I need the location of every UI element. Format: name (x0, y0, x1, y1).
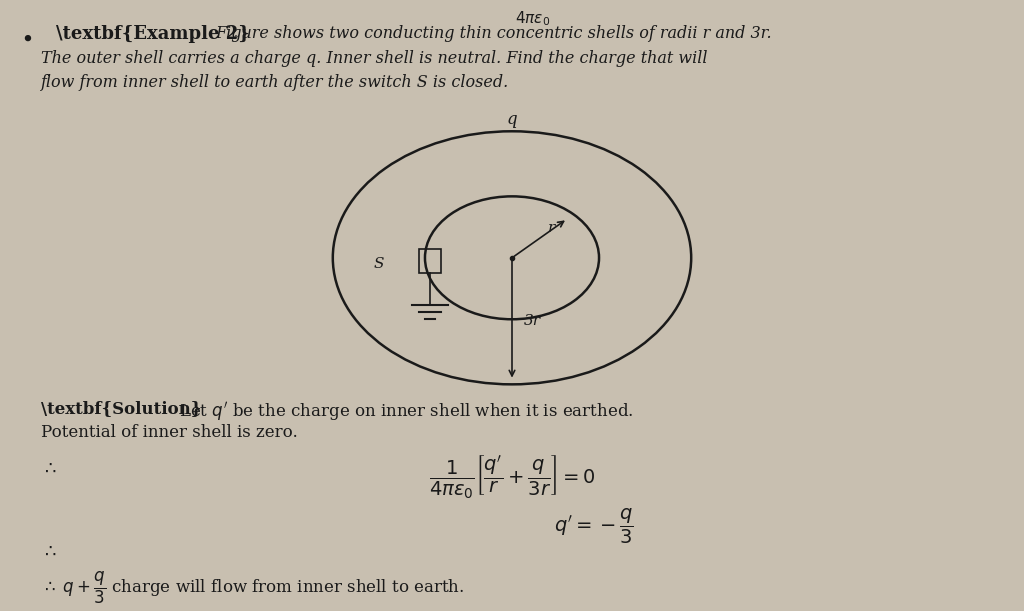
Text: S: S (374, 257, 384, 271)
Text: Let $q'$ be the charge on inner shell when it is earthed.: Let $q'$ be the charge on inner shell wh… (179, 400, 634, 423)
Text: $\therefore$: $\therefore$ (41, 459, 56, 477)
Text: flow from inner shell to earth after the switch S is closed.: flow from inner shell to earth after the… (41, 74, 509, 91)
Text: $\therefore\; q + \dfrac{q}{3}$ charge will flow from inner shell to earth.: $\therefore\; q + \dfrac{q}{3}$ charge w… (41, 570, 464, 606)
Text: \textbf{Example 2}: \textbf{Example 2} (56, 25, 250, 43)
Text: The outer shell carries a charge q. Inner shell is neutral. Find the charge that: The outer shell carries a charge q. Inne… (41, 50, 708, 67)
Bar (419, 249, 441, 273)
Text: $\dfrac{1}{4\pi\varepsilon_0}\left[\dfrac{q^{\prime}}{r}+\dfrac{q}{3r}\right]=0$: $\dfrac{1}{4\pi\varepsilon_0}\left[\dfra… (429, 453, 595, 500)
Text: q: q (507, 111, 517, 128)
Text: $\therefore$: $\therefore$ (41, 543, 56, 560)
Text: r: r (548, 221, 555, 235)
Text: 3r: 3r (524, 314, 542, 328)
Text: Figure shows two conducting thin concentric shells of radii r and 3r.: Figure shows two conducting thin concent… (215, 25, 772, 42)
Text: $4\pi\varepsilon_0$: $4\pi\varepsilon_0$ (515, 9, 550, 27)
Text: \textbf{Solution}: \textbf{Solution} (41, 400, 202, 417)
Text: Potential of inner shell is zero.: Potential of inner shell is zero. (41, 424, 298, 441)
Text: $q' = -\dfrac{q}{3}$: $q' = -\dfrac{q}{3}$ (554, 507, 634, 546)
Text: $\bullet$: $\bullet$ (20, 27, 33, 49)
